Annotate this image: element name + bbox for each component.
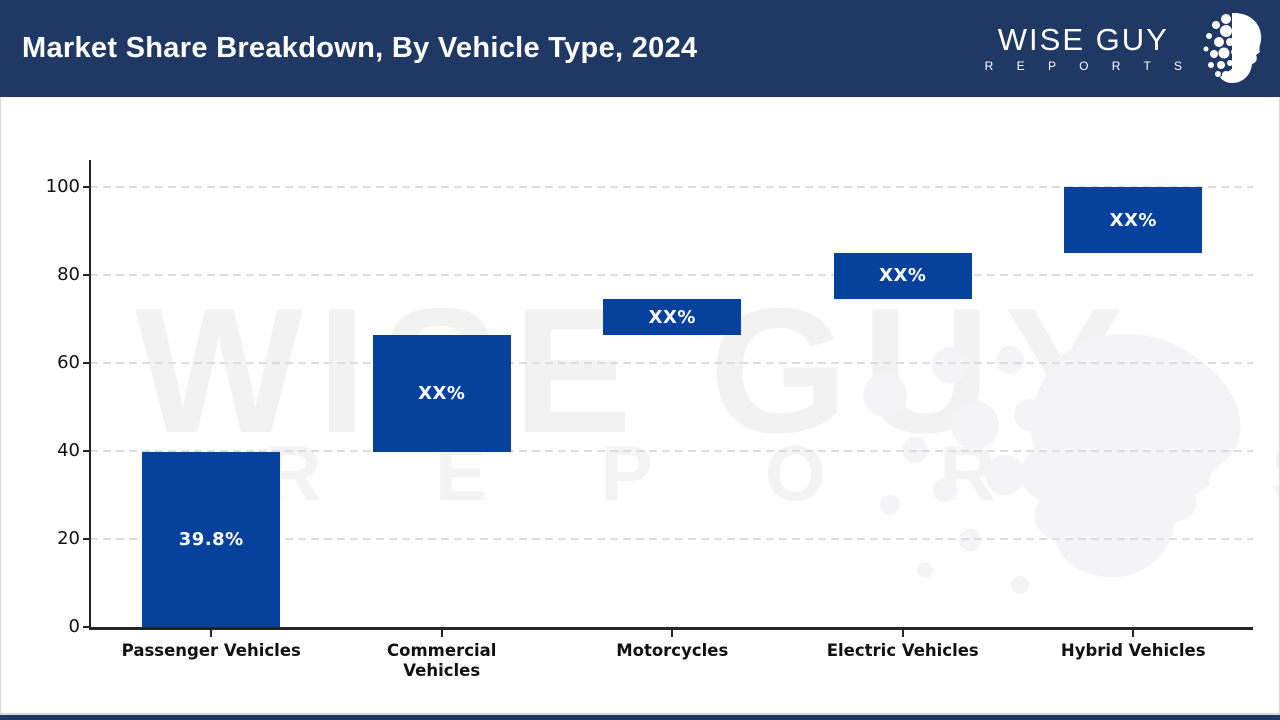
x-axis-line: [89, 627, 1253, 630]
x-category-label: Electric Vehicles: [826, 641, 979, 660]
bar-electric-vehicles: XX%: [833, 253, 972, 299]
logo-subtitle: R E P O R T S: [984, 59, 1192, 74]
watermark-head-graphic: [863, 333, 1241, 594]
x-tick-mark: [901, 630, 904, 637]
x-tick-mark: [440, 630, 443, 637]
y-gridline: [90, 538, 1253, 540]
bar-value-label: XX%: [1109, 209, 1157, 231]
x-tick-mark: [671, 630, 674, 637]
x-category-label: Commercial Vehicles: [387, 641, 497, 681]
bar-value-label: XX%: [648, 306, 696, 328]
logo-wordmark: WISE GUY: [997, 21, 1169, 57]
x-category-label: Passenger Vehicles: [121, 641, 301, 660]
y-tick-mark: [83, 538, 90, 540]
dotted-head-icon: [1203, 12, 1262, 83]
y-tick-label: 100: [45, 176, 80, 197]
y-tick-label: 40: [57, 440, 80, 461]
y-axis-line: [89, 160, 91, 629]
y-gridline: [90, 362, 1253, 364]
footer-bar: [0, 715, 1280, 720]
bar-value-label: XX%: [418, 383, 466, 405]
bar-commercial-vehicles: XX%: [372, 335, 511, 452]
y-tick-mark: [83, 274, 90, 276]
y-tick-label: 0: [68, 616, 80, 637]
y-tick-mark: [83, 626, 90, 628]
bottom-divider: [0, 713, 1280, 715]
y-tick-mark: [83, 186, 90, 188]
x-tick-mark: [210, 630, 213, 637]
y-tick-label: 80: [57, 264, 80, 285]
y-gridline: [90, 274, 1253, 276]
logo-text: WISE GUY R E P O R T S: [975, 21, 1192, 74]
header-bar: Market Share Breakdown, By Vehicle Type,…: [0, 0, 1280, 97]
bar-hybrid-vehicles: XX%: [1064, 187, 1203, 253]
y-gridline: [90, 186, 1253, 188]
y-tick-mark: [83, 362, 90, 364]
wise-guy-logo: WISE GUY R E P O R T S: [975, 9, 1280, 89]
bar-value-label: 39.8%: [178, 528, 244, 550]
x-category-label: Motorcycles: [616, 641, 729, 660]
y-tick-label: 20: [57, 528, 80, 549]
bar-motorcycles: XX%: [603, 298, 742, 336]
x-tick-mark: [1132, 630, 1135, 637]
y-gridline: [90, 450, 1253, 452]
y-tick-mark: [83, 450, 90, 452]
y-tick-label: 60: [57, 352, 80, 373]
bar-passenger-vehicles: 39.8%: [142, 451, 281, 627]
page-title: Market Share Breakdown, By Vehicle Type,…: [22, 32, 698, 64]
x-category-label: Hybrid Vehicles: [1060, 641, 1206, 660]
bar-value-label: XX%: [879, 265, 927, 287]
